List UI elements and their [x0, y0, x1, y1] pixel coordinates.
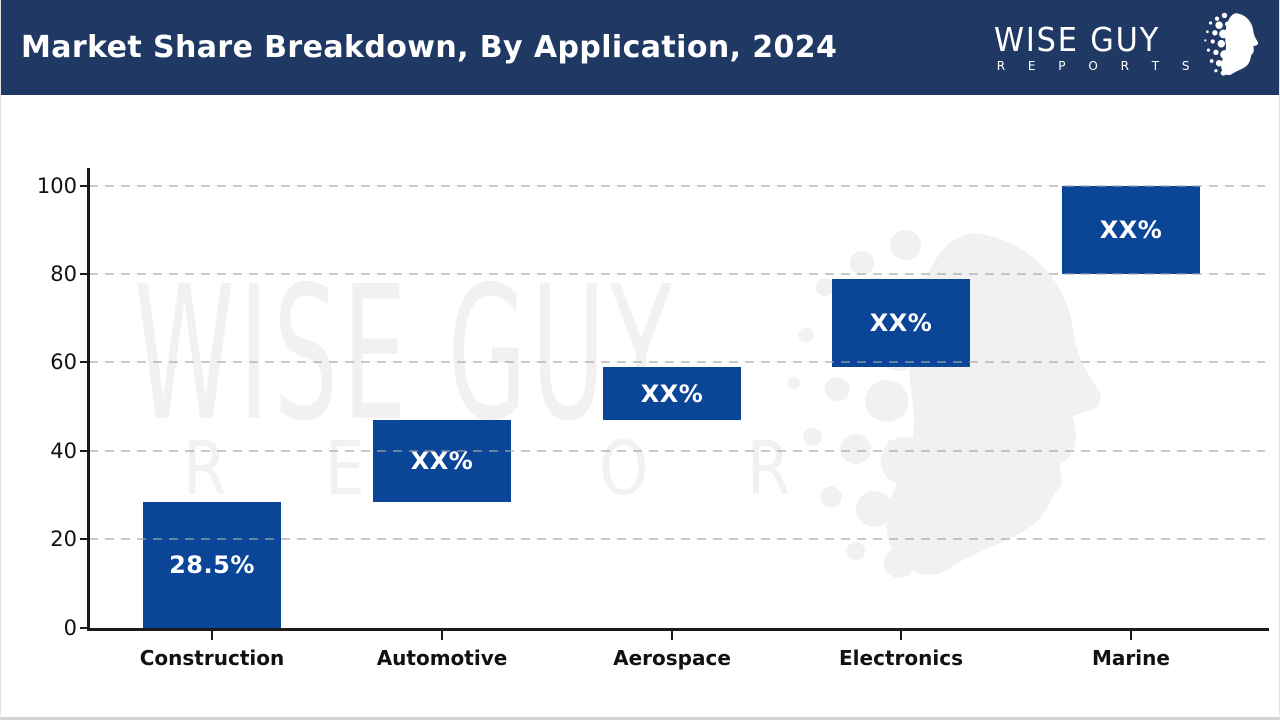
bar-value-label: XX% [1099, 216, 1163, 244]
x-axis-label-marine: Marine [1092, 646, 1170, 670]
y-tick-mark-20 [80, 538, 88, 540]
x-axis-label-aerospace: Aerospace [613, 646, 731, 670]
gridline-100 [89, 185, 1265, 187]
bar-value-label: XX% [869, 309, 933, 337]
y-axis-line [87, 168, 90, 631]
x-tick-mark-electronics [900, 631, 902, 640]
bar-construction: 28.5% [143, 502, 281, 628]
y-tick-mark-0 [80, 627, 88, 629]
logo-subtitle: R E P O R T S [996, 58, 1199, 73]
gridline-20 [89, 538, 1265, 540]
gridline-60 [89, 361, 1265, 363]
x-tick-mark-construction [211, 631, 213, 640]
y-tick-mark-80 [80, 273, 88, 275]
y-tick-mark-40 [80, 450, 88, 452]
x-tick-mark-automotive [441, 631, 443, 640]
bar-value-label: XX% [640, 379, 704, 408]
page-title: Market Share Breakdown, By Application, … [21, 30, 838, 65]
logo-wordmark: WISE GUY [993, 19, 1160, 59]
x-tick-mark-marine [1130, 631, 1132, 640]
wise-guy-logo: WISE GUY R E P O R T S [994, 10, 1265, 86]
y-tick-mark-60 [80, 361, 88, 363]
bar-aerospace: XX% [603, 367, 741, 420]
logo-text: WISE GUY R E P O R T S [994, 23, 1199, 73]
y-tick-mark-100 [80, 185, 88, 187]
x-axis-label-electronics: Electronics [839, 646, 963, 670]
bar-automotive: XX% [373, 420, 511, 502]
bar-value-label: 28.5% [169, 551, 255, 579]
x-axis-label-construction: Construction [139, 646, 285, 670]
y-tick-label-40: 40 [50, 439, 77, 463]
y-tick-label-20: 20 [50, 527, 77, 551]
x-tick-mark-aerospace [671, 631, 673, 640]
x-axis-line [87, 628, 1269, 631]
bar-electronics: XX% [832, 279, 970, 367]
y-tick-label-100: 100 [36, 174, 77, 198]
watermark-subtitle: R E P O R T S [183, 426, 1105, 512]
bar-marine: XX% [1062, 186, 1200, 274]
gridline-40 [89, 450, 1265, 452]
waterfall-chart: WISE GUY R E P O R T S 28.5% XX% XX% XX% XX%… [1, 95, 1279, 717]
y-tick-label-80: 80 [50, 262, 77, 286]
y-tick-label-0: 0 [63, 616, 77, 640]
gridline-80 [89, 273, 1265, 275]
x-axis-label-automotive: Automotive [376, 646, 508, 670]
header: Market Share Breakdown, By Application, … [1, 0, 1279, 95]
watermark-head-icon [787, 230, 1101, 578]
y-tick-label-60: 60 [50, 350, 77, 374]
logo-head-icon [1204, 12, 1259, 76]
